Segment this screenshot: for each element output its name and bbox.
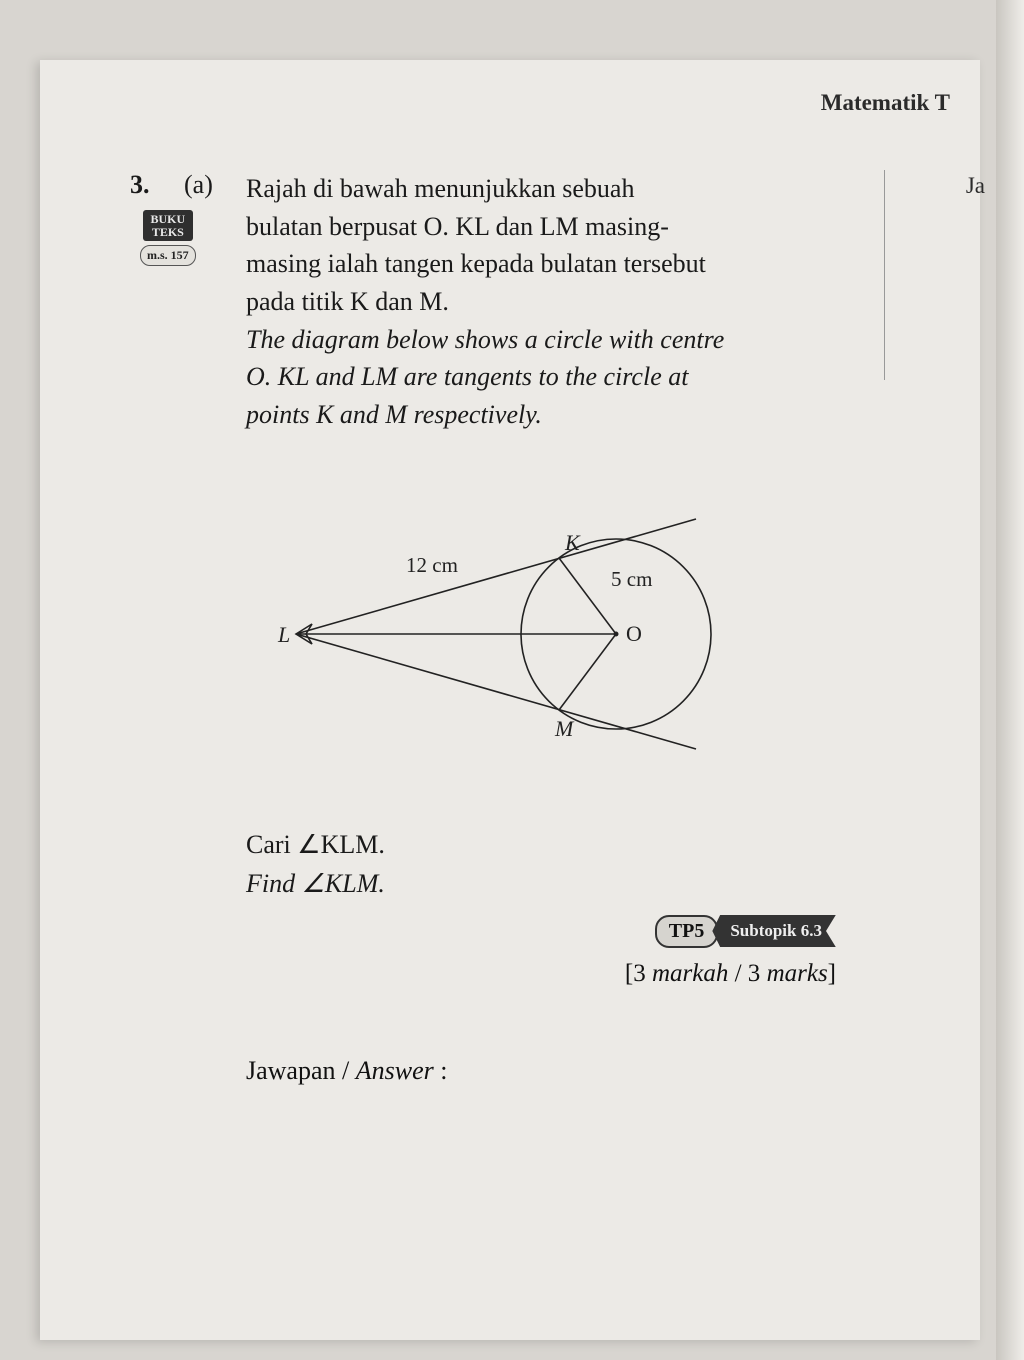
label-K: K [564, 530, 581, 555]
geometry-diagram: K M L O 12 cm 5 cm [246, 464, 876, 795]
find-block: Cari ∠KLM. Find ∠KLM. [246, 825, 876, 903]
question-content: Rajah di bawah menunjukkan sebuah bulata… [246, 170, 986, 1089]
label-5cm: 5 cm [611, 567, 652, 591]
q-en-l1: The diagram below shows a circle with ce… [246, 325, 724, 354]
label-12cm: 12 cm [406, 553, 458, 577]
diagram-svg: K M L O 12 cm 5 cm [246, 464, 766, 784]
marks-ms: 3 markah / 3 marks [633, 960, 827, 987]
tags-row: TP5 Subtopik 6.3 [246, 915, 876, 948]
find-en: Find ∠KLM. [246, 869, 385, 898]
marks-close: ] [828, 960, 836, 987]
reference-badges: BUKU TEKS m.s. 157 [140, 210, 196, 266]
ms-page-badge: m.s. 157 [140, 245, 196, 266]
answer-ms: Jawapan [246, 1056, 336, 1085]
q-ms-l1: Rajah di bawah menunjukkan sebuah [246, 174, 634, 203]
buku-l2: TEKS [152, 225, 184, 239]
side-text-ja: Ja [966, 173, 985, 199]
find-ms: Cari ∠KLM. [246, 830, 385, 859]
marks-open: [ [625, 960, 633, 987]
line-OK [559, 558, 616, 634]
tp-badge: TP5 [655, 915, 719, 948]
answer-en: Answer [356, 1056, 434, 1085]
point-O [614, 631, 619, 636]
label-L: L [277, 622, 290, 647]
line-OM [559, 634, 616, 710]
q-en-l3: points K and M respectively. [246, 400, 542, 429]
question-part: (a) [184, 170, 228, 1089]
question-number: 3. [130, 170, 166, 1089]
label-O: O [626, 621, 642, 646]
q-ms-l4: pada titik K dan M. [246, 287, 449, 316]
label-M: M [554, 716, 575, 741]
marks-row: [3 markah / 3 marks] [246, 956, 876, 992]
q-ms-l3: masing ialah tangen kepada bulatan terse… [246, 249, 706, 278]
subtopik-badge: Subtopik 6.3 [712, 915, 836, 948]
question-row: 3. (a) Rajah di bawah menunjukkan sebuah… [130, 170, 910, 1089]
header-subject: Matematik T [821, 90, 950, 116]
vertical-divider [884, 170, 885, 380]
q-en-l2: O. KL and LM are tangents to the circle … [246, 362, 688, 391]
line-LM [296, 634, 696, 749]
book-edge [996, 0, 1024, 1360]
q-ms-l2: bulatan berpusat O. KL dan LM masing- [246, 212, 669, 241]
answer-label: Jawapan / Answer : [246, 1052, 876, 1090]
buku-teks-badge: BUKU TEKS [143, 210, 194, 241]
page: Matematik T Ja BUKU TEKS m.s. 157 3. (a)… [40, 60, 980, 1340]
